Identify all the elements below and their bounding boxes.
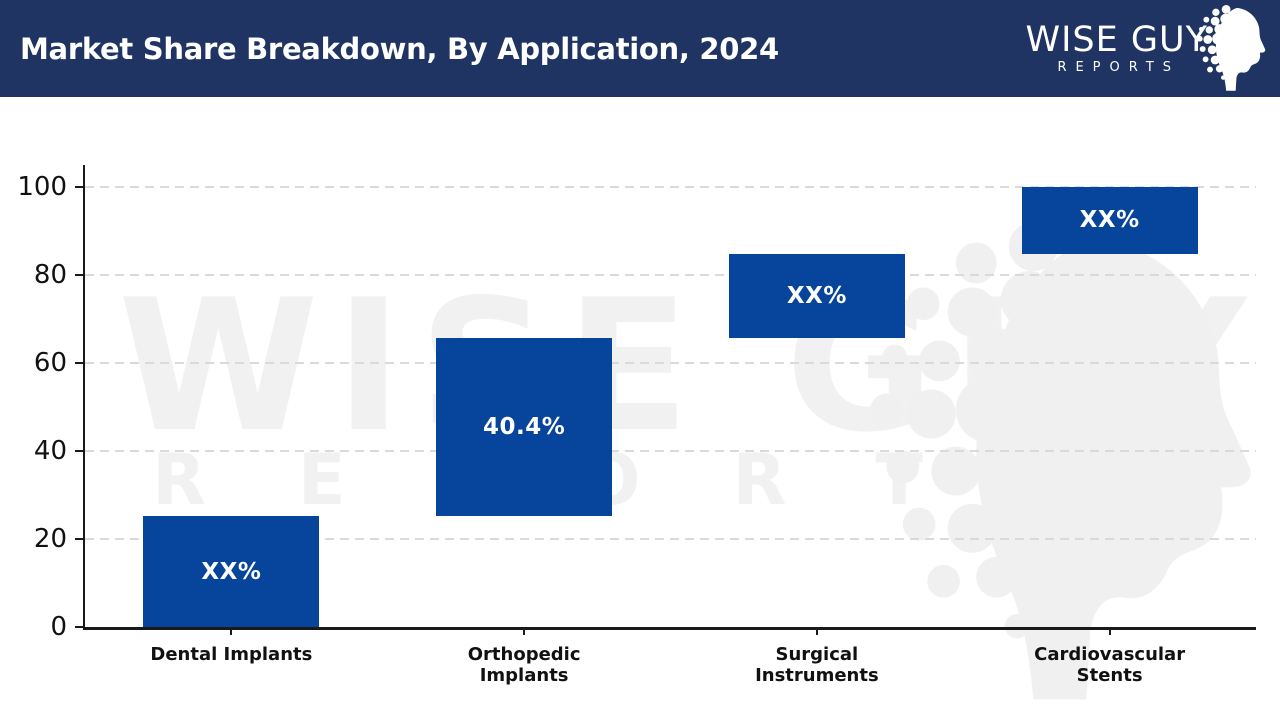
gridline — [85, 186, 1256, 188]
gridline — [85, 362, 1256, 364]
page-title: Market Share Breakdown, By Application, … — [20, 31, 779, 66]
y-axis-tick — [75, 450, 83, 452]
y-axis-tick — [75, 186, 83, 188]
bar-value-label: XX% — [1079, 207, 1140, 234]
x-axis-category-label: Cardiovascular Stents — [1034, 644, 1186, 686]
y-axis-tick-label: 80 — [33, 260, 67, 290]
gridline — [85, 274, 1256, 276]
y-axis-tick-label: 40 — [33, 436, 67, 466]
y-axis-line — [83, 165, 85, 630]
y-axis-tick — [75, 274, 83, 276]
brand-logo: WISE GUY REPORTS — [1025, 4, 1280, 93]
x-axis-category-label: Orthopedic Implants — [467, 644, 581, 686]
gridline — [85, 450, 1256, 452]
chart-area: WISE GUY REPORTS 0 20 40 60 80 100 XX% Dental I… — [0, 97, 1280, 720]
brand-head-icon — [1196, 4, 1266, 91]
brand-name: WISE GUY — [1025, 20, 1208, 60]
bar-segment: 40.4% — [436, 338, 613, 517]
y-axis-tick-label: 60 — [33, 348, 67, 378]
plot-area: 0 20 40 60 80 100 XX% Dental Implants 40.4% Ortho… — [17, 165, 1256, 686]
bar-value-label: 40.4% — [482, 414, 566, 441]
y-axis-tick — [75, 362, 83, 364]
bar-segment: XX% — [143, 516, 320, 627]
x-axis-tick — [523, 627, 526, 635]
bar-segment: XX% — [728, 253, 905, 339]
bar-value-label: XX% — [201, 558, 262, 585]
y-axis-tick-label: 100 — [17, 172, 67, 202]
brand-text: WISE GUY REPORTS — [1025, 22, 1208, 75]
header-bar: Market Share Breakdown, By Application, … — [0, 0, 1280, 97]
x-axis-category-label: Surgical Instruments — [755, 644, 879, 686]
gridline — [85, 538, 1256, 540]
brand-tagline: REPORTS — [1057, 60, 1181, 75]
x-axis-tick — [230, 627, 233, 635]
x-axis-category-label: Dental Implants — [150, 644, 313, 665]
bar-segment: XX% — [1021, 187, 1198, 254]
y-axis-tick-label: 0 — [50, 612, 67, 642]
y-axis-tick — [75, 538, 83, 540]
y-axis-tick — [75, 626, 83, 628]
x-axis-tick — [815, 627, 818, 635]
x-axis-tick — [1108, 627, 1111, 635]
bar-value-label: XX% — [786, 283, 847, 310]
y-axis-tick-label: 20 — [33, 524, 67, 554]
